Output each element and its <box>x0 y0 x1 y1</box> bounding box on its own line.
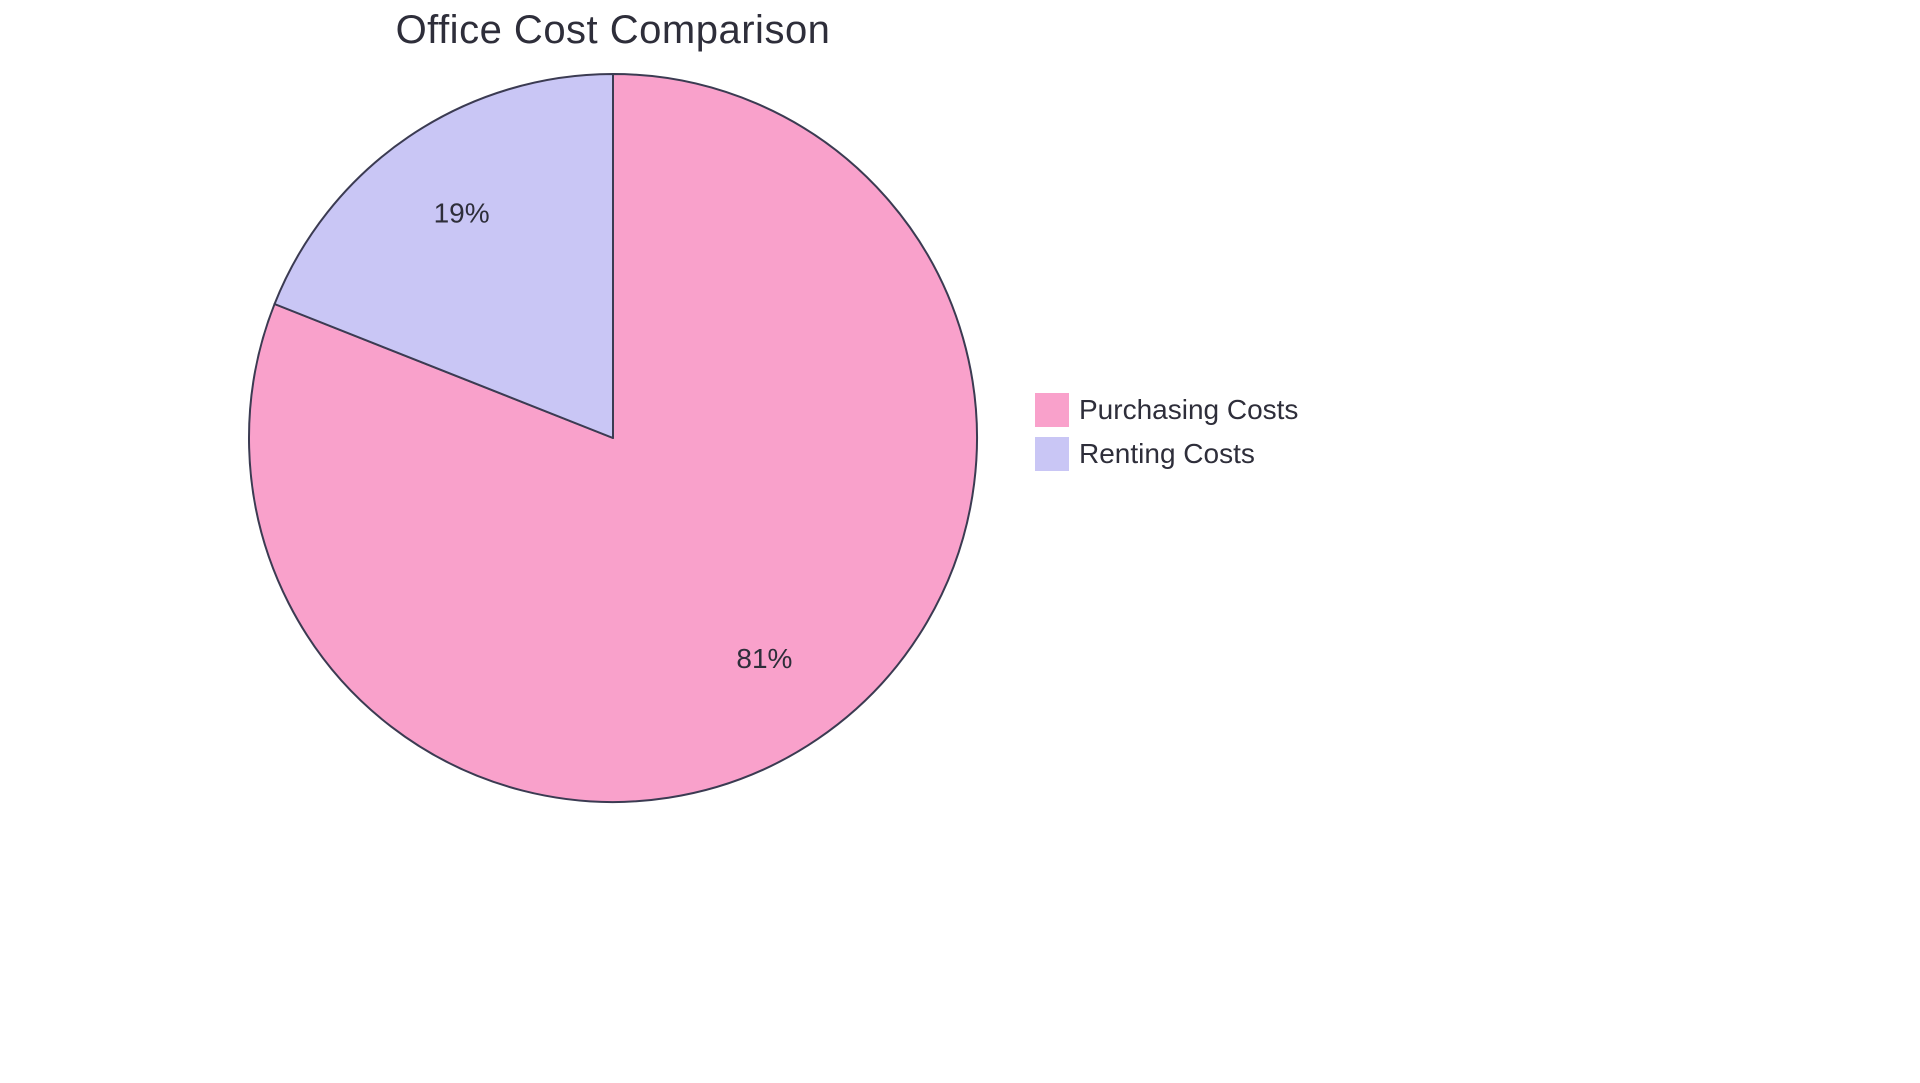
pie-slice-percent-label-renting-costs: 19% <box>434 198 490 229</box>
chart-title: Office Cost Comparison <box>395 8 831 52</box>
legend-item-purchasing-costs: Purchasing Costs <box>1035 393 1298 427</box>
legend-label-purchasing-costs: Purchasing Costs <box>1079 394 1299 425</box>
pie-slice-renting-costs <box>273 73 614 439</box>
legend-swatch-renting-costs-icon <box>1035 437 1069 471</box>
legend-label-renting-costs: Renting Costs <box>1079 438 1255 469</box>
legend-swatch-purchasing-costs-icon <box>1035 393 1069 427</box>
legend: Purchasing Costs Renting Costs <box>1035 393 1298 471</box>
legend-item-renting-costs: Renting Costs <box>1035 437 1298 471</box>
pie-slice-percent-label-purchasing-costs: 81% <box>736 643 792 674</box>
